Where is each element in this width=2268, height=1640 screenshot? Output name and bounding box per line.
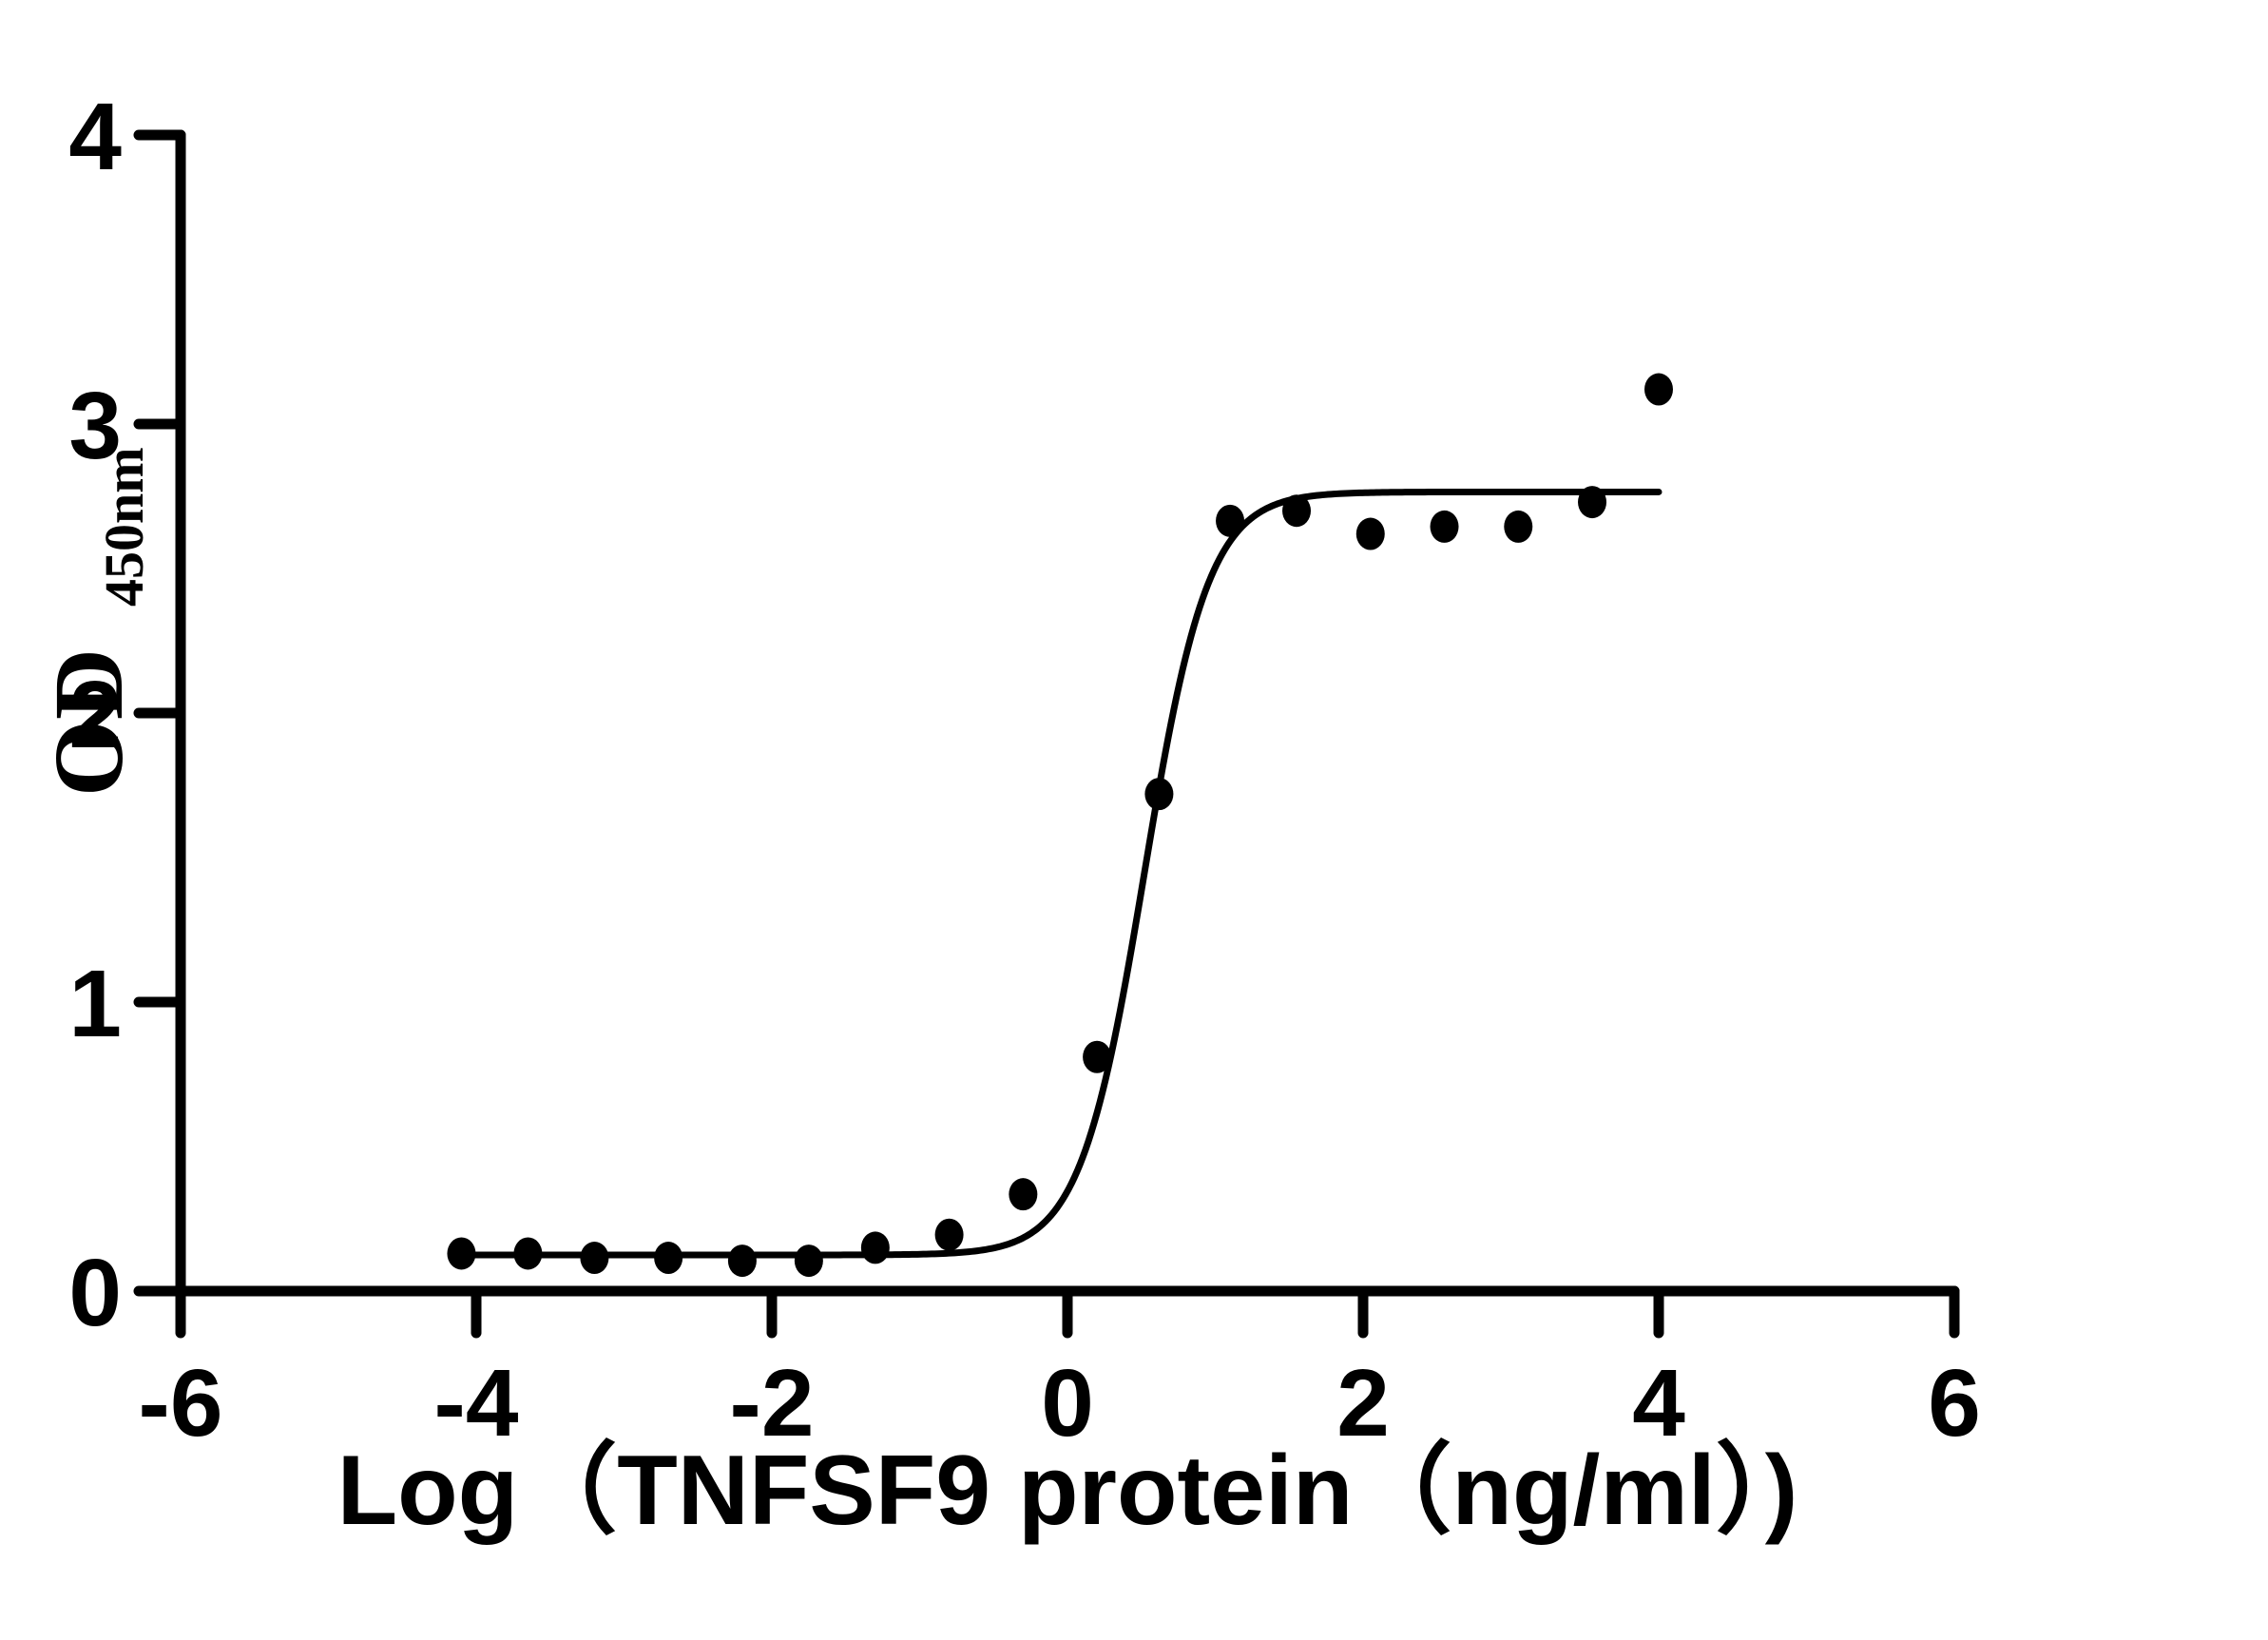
data-point [727,1244,757,1278]
x-tick-label-0: 0 [1041,1350,1094,1457]
data-point-markers [447,373,1673,1278]
y-axis-title-subscript: 450nm [93,447,155,607]
y-tick-label-2: 2 [68,662,122,768]
data-point [513,1237,543,1270]
x-tick-label-4: 4 [1632,1350,1685,1457]
data-point [654,1242,683,1275]
y-tick-label-4: 4 [68,84,122,190]
x-axis-ticks [175,1285,1960,1339]
data-point [1009,1178,1038,1211]
data-point [580,1242,609,1275]
x-tick-label-6: 6 [1928,1350,1981,1457]
y-tick-label-1: 1 [68,951,122,1057]
data-point [1355,517,1385,550]
data-point [447,1237,476,1270]
data-point [1282,494,1312,528]
data-point [934,1218,964,1251]
data-point [1430,510,1459,543]
data-point [1144,778,1174,811]
data-point [1083,1040,1112,1073]
data-point [860,1231,890,1264]
y-axis-ticks [133,129,186,1297]
x-tick-label--2: -2 [730,1350,815,1457]
data-point [1216,504,1245,537]
y-axis-tick-labels: 0 1 2 3 4 [68,84,122,1346]
data-point [794,1244,823,1278]
x-axis-title: Log（TNFSF9 protein（ng/ml）) [337,1436,1798,1546]
data-point [1504,510,1533,543]
y-tick-label-3: 3 [68,373,122,479]
y-axis-title-main: OD [34,648,144,797]
x-tick-label--6: -6 [139,1350,223,1457]
y-tick-label-0: 0 [68,1240,122,1346]
x-axis-tick-labels: -6 -4 -2 0 2 4 6 [139,1350,1981,1457]
data-point [1644,373,1673,406]
x-tick-label--4: -4 [434,1350,519,1457]
y-axis-title: OD 450nm [34,447,155,797]
x-tick-label-2: 2 [1336,1350,1390,1457]
data-point [1578,486,1607,519]
